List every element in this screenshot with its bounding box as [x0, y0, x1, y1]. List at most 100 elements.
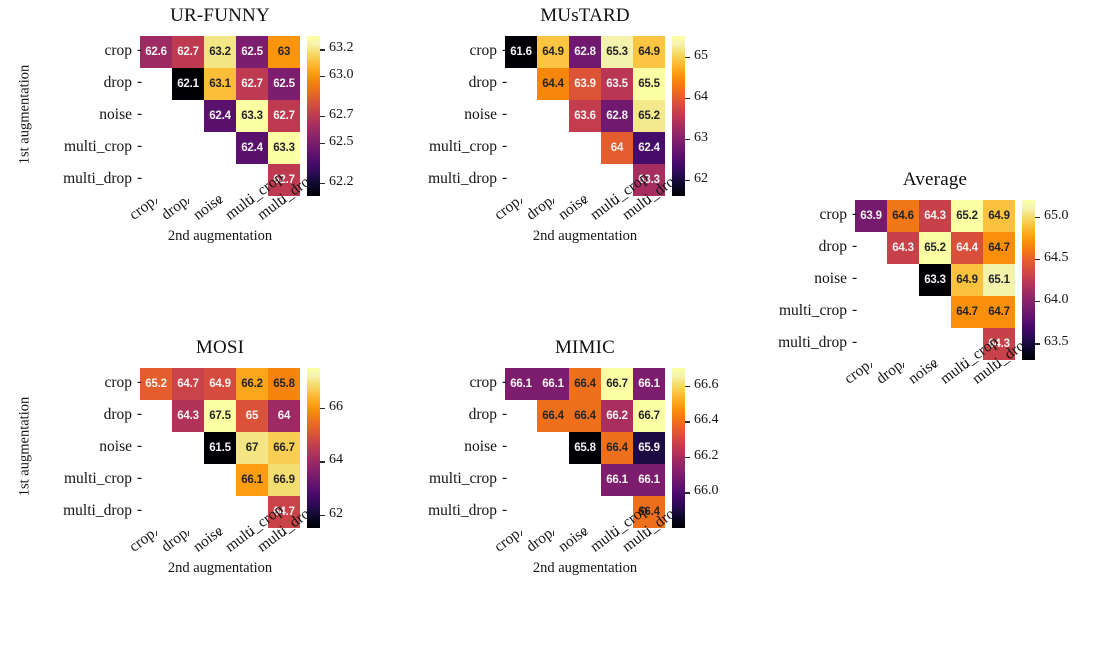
colorbar-tick-label: 63.0 [329, 67, 354, 82]
x-tick-mark [252, 531, 253, 536]
y-tick-label-crop: crop [469, 374, 497, 391]
x-tick-mark [649, 531, 650, 536]
y-tick-label-multi_crop: multi_crop [428, 138, 497, 155]
heatmap-cell: 64.7 [172, 368, 204, 400]
y-tick-mark: - [137, 501, 143, 518]
panel-title: MOSI [195, 337, 245, 358]
x-tick-mark [252, 199, 253, 204]
heatmap-cell: 63.3 [236, 100, 268, 132]
y-tick-mark: - [502, 437, 508, 454]
colorbar-tick-label: 62.5 [329, 133, 354, 149]
colorbar-tick-label: 63 [694, 129, 708, 145]
y-tick-label-drop: drop [818, 238, 847, 255]
heatmap-cell: 66.1 [505, 368, 537, 400]
colorbar-tick-mark [320, 182, 325, 185]
x-tick-mark [617, 531, 618, 536]
colorbar-tick-mark [320, 49, 325, 51]
y-tick-mark: - [137, 437, 143, 454]
heatmap-cell: 67.5 [204, 400, 236, 432]
x-tick-label-drop: drop [158, 192, 191, 224]
heatmap-cell: 66.1 [633, 464, 665, 496]
y-tick-mark: - [502, 105, 508, 122]
heatmap-cell: 62.8 [569, 36, 601, 68]
y-tick-label-noise: noise [464, 106, 497, 123]
x-axis-title: 2nd augmentation [167, 560, 273, 576]
y-tick-label-multi_drop: multi_drop [63, 170, 132, 187]
colorbar-tick-mark [685, 456, 690, 459]
y-tick-label-noise: noise [99, 438, 132, 455]
y-tick-label-multi_drop: multi_drop [428, 170, 497, 187]
x-tick-mark [935, 363, 936, 368]
heatmap-cell: 66.4 [601, 432, 633, 464]
heatmap-cell: 66.4 [633, 496, 665, 528]
heatmap-cell: 66.1 [601, 464, 633, 496]
colorbar-tick-label: 66.6 [694, 376, 719, 392]
heatmap-cell: 64.4 [537, 68, 569, 100]
heatmap-cell: 65.9 [633, 432, 665, 464]
y-tick-mark: - [502, 373, 508, 390]
heatmap-cell: 64.3 [887, 232, 919, 264]
colorbar-tick-mark [685, 56, 690, 58]
x-tick-mark [188, 199, 189, 204]
heatmap-cell: 64.3 [983, 328, 1015, 360]
x-tick-mark [585, 531, 586, 536]
heatmap-cell: 65.8 [569, 432, 601, 464]
heatmap-cell: 64.9 [983, 200, 1015, 232]
heatmap-cell: 66.9 [268, 464, 300, 496]
colorbar-tick-mark [1035, 258, 1040, 261]
y-tick-mark: - [137, 169, 143, 186]
panel-title: MIMIC [554, 337, 616, 358]
x-tick-mark [521, 531, 522, 536]
colorbar [1022, 200, 1035, 360]
heatmap-cell: 62.6 [140, 36, 172, 68]
heatmap-cell: 63.3 [268, 132, 300, 164]
y-tick-mark: - [137, 73, 143, 90]
colorbar-tick-label: 62.7 [329, 107, 354, 122]
y-tick-label-crop: crop [819, 206, 847, 223]
heatmap-cell: 62.4 [236, 132, 268, 164]
colorbar-tick-mark [320, 514, 325, 517]
y-tick-label-drop: drop [103, 406, 132, 423]
y-tick-mark: - [137, 105, 143, 122]
panel-title: MUsTARD [540, 5, 630, 26]
y-tick-mark: - [137, 373, 143, 390]
y-tick-mark: - [502, 501, 508, 518]
heatmap-cell: 61.5 [204, 432, 236, 464]
y-tick-mark: - [502, 405, 508, 422]
colorbar-tick-mark [685, 385, 690, 388]
heatmap-cell: 63.9 [569, 68, 601, 100]
x-tick-mark [553, 531, 554, 536]
heatmap-cell: 63.5 [601, 68, 633, 100]
y-tick-mark: - [852, 333, 858, 350]
x-axis-title: 2nd augmentation [532, 560, 638, 576]
y-tick-mark: - [502, 169, 508, 186]
heatmap-cell: 64.3 [172, 400, 204, 432]
heatmap-cell: 65.5 [633, 68, 665, 100]
colorbar-tick-label: 64.0 [1044, 292, 1069, 308]
y-tick-label-noise: noise [99, 106, 132, 123]
y-tick-label-multi_crop: multi_crop [778, 302, 847, 319]
colorbar-tick-mark [320, 461, 325, 463]
y-tick-mark: - [852, 237, 858, 254]
heatmap-cell: 66.4 [569, 368, 601, 400]
panel-title: UR-FUNNY [170, 5, 270, 26]
heatmap-cell: 62.7 [268, 164, 300, 196]
x-tick-label-crop: crop [491, 525, 524, 556]
heatmap-cell: 62.5 [236, 36, 268, 68]
colorbar-tick-label: 66.0 [694, 483, 719, 499]
heatmap-cell: 66.1 [633, 368, 665, 400]
y-tick-mark: - [502, 469, 508, 486]
heatmap-cell: 66.7 [633, 400, 665, 432]
y-tick-label-multi_drop: multi_drop [428, 502, 497, 519]
colorbar-tick-mark [685, 179, 690, 181]
y-tick-label-drop: drop [468, 74, 497, 91]
x-tick-mark [871, 363, 872, 368]
y-tick-label-crop: crop [469, 42, 497, 59]
y-tick-label-noise: noise [464, 438, 497, 455]
colorbar-tick-label: 64 [694, 88, 708, 104]
heatmap-cell: 64.6 [887, 200, 919, 232]
heatmap-cell: 64.7 [983, 296, 1015, 328]
y-tick-label-noise: noise [814, 270, 847, 287]
heatmap-cell: 65.8 [268, 368, 300, 400]
x-tick-label-noise: noise [905, 354, 942, 388]
